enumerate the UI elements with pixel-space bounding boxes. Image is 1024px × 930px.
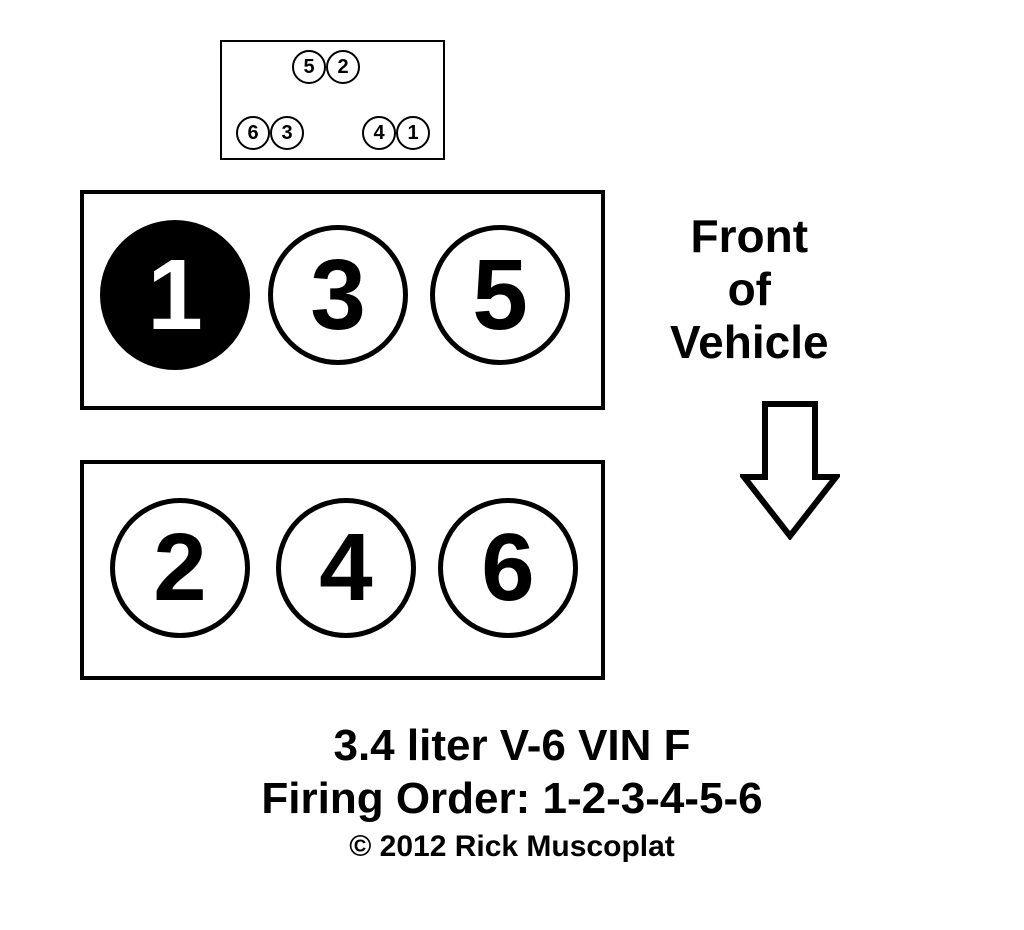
coil-terminal-4: 4 xyxy=(362,116,396,150)
front-label-line3: Vehicle xyxy=(670,316,829,369)
down-arrow-icon xyxy=(740,400,840,540)
coil-terminal-3: 3 xyxy=(270,116,304,150)
coil-terminal-1: 1 xyxy=(396,116,430,150)
copyright-text: © 2012 Rick Muscoplat xyxy=(0,830,1024,864)
caption-line2: Firing Order: 1-2-3-4-5-6 xyxy=(0,773,1024,826)
front-label-line1: Front xyxy=(670,210,829,263)
front-label-line2: of xyxy=(670,263,829,316)
coil-terminal-2: 2 xyxy=(326,50,360,84)
bottom-cylinder-6: 6 xyxy=(438,498,578,638)
bottom-cylinder-4: 4 xyxy=(276,498,416,638)
coil-terminal-6: 6 xyxy=(236,116,270,150)
top-cylinder-5: 5 xyxy=(430,225,570,365)
bottom-cylinder-2: 2 xyxy=(110,498,250,638)
caption-text: 3.4 liter V-6 VIN F Firing Order: 1-2-3-… xyxy=(0,720,1024,826)
top-cylinder-1: 1 xyxy=(100,220,250,370)
top-cylinder-3: 3 xyxy=(268,225,408,365)
front-of-vehicle-label: Front of Vehicle xyxy=(670,210,829,369)
copyright-label: © 2012 Rick Muscoplat xyxy=(349,830,675,863)
coil-terminal-5: 5 xyxy=(292,50,326,84)
caption-line1: 3.4 liter V-6 VIN F xyxy=(0,720,1024,773)
